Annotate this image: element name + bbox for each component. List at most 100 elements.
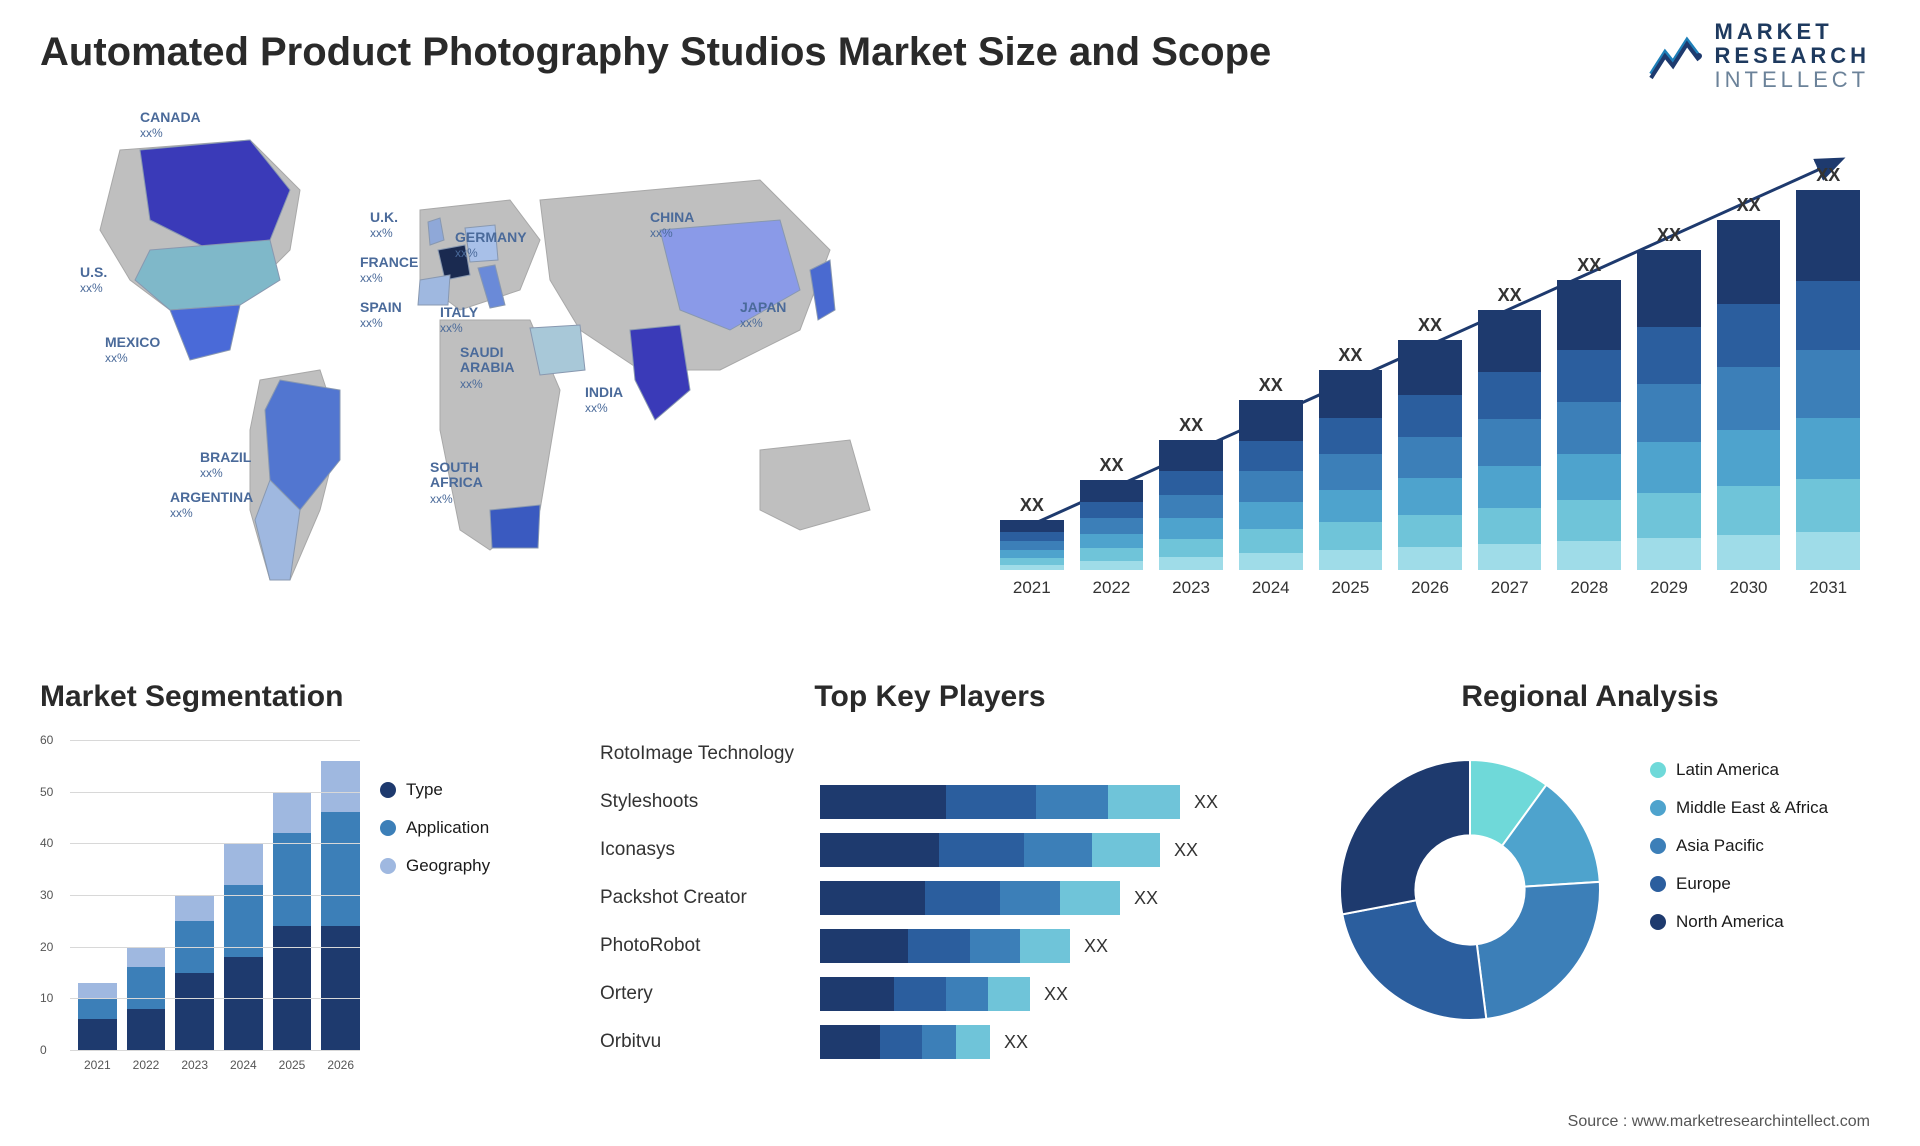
- map-label: MEXICOxx%: [105, 335, 160, 366]
- main-bar-year: 2028: [1570, 578, 1608, 598]
- player-row: PhotoRobotXX: [600, 922, 1260, 970]
- legend-dot: [380, 820, 396, 836]
- legend-dot: [1650, 876, 1666, 892]
- main-bar-value: XX: [1816, 165, 1840, 186]
- seg-gridline: [70, 895, 360, 896]
- map-label: SPAINxx%: [360, 300, 402, 331]
- map-label: CANADAxx%: [140, 110, 201, 141]
- map-label: FRANCExx%: [360, 255, 418, 286]
- seg-ytick: 30: [40, 888, 53, 902]
- legend-label: Geography: [406, 856, 490, 876]
- legend-dot: [380, 782, 396, 798]
- seg-gridline: [70, 740, 360, 741]
- player-value: XX: [1174, 840, 1198, 861]
- legend-dot: [1650, 762, 1666, 778]
- player-name: Iconasys: [600, 839, 820, 861]
- main-bar-year: 2022: [1093, 578, 1131, 598]
- main-bar: XX2023: [1159, 415, 1223, 570]
- map-label: SOUTHAFRICAxx%: [430, 460, 483, 506]
- main-bar: XX2024: [1239, 375, 1303, 570]
- map-label: JAPANxx%: [740, 300, 786, 331]
- legend-item: Asia Pacific: [1650, 836, 1828, 856]
- main-bar: XX2031: [1796, 165, 1860, 570]
- player-row: Packshot CreatorXX: [600, 874, 1260, 922]
- seg-ytick: 40: [40, 836, 53, 850]
- map-label: U.S.xx%: [80, 265, 107, 296]
- seg-xlabel: 2023: [181, 1058, 208, 1072]
- main-bar-value: XX: [1737, 195, 1761, 216]
- seg-bar: 2025: [273, 792, 312, 1050]
- players-title: Top Key Players: [600, 680, 1260, 714]
- legend-item: Application: [380, 818, 490, 838]
- main-bar-year: 2027: [1491, 578, 1529, 598]
- seg-bar: 2021: [78, 983, 117, 1050]
- main-bar-value: XX: [1338, 345, 1362, 366]
- legend-label: North America: [1676, 912, 1784, 932]
- seg-gridline: [70, 843, 360, 844]
- players-list: RotoImage TechnologyStyleshootsXXIconasy…: [600, 730, 1260, 1066]
- main-bar-value: XX: [1179, 415, 1203, 436]
- logo-icon: [1647, 28, 1703, 84]
- main-bar: XX2027: [1478, 285, 1542, 570]
- seg-xlabel: 2025: [279, 1058, 306, 1072]
- main-bar-year: 2026: [1411, 578, 1449, 598]
- legend-item: Latin America: [1650, 760, 1828, 780]
- player-row: Ortery XX: [600, 970, 1260, 1018]
- main-bar-value: XX: [1020, 495, 1044, 516]
- seg-xlabel: 2022: [133, 1058, 160, 1072]
- regional-donut: [1330, 750, 1610, 1030]
- player-value: XX: [1044, 984, 1068, 1005]
- seg-xlabel: 2021: [84, 1058, 111, 1072]
- player-value: XX: [1084, 936, 1108, 957]
- seg-ytick: 0: [40, 1043, 47, 1057]
- main-bar: XX2029: [1637, 225, 1701, 570]
- map-label: INDIAxx%: [585, 385, 623, 416]
- main-bar-value: XX: [1099, 455, 1123, 476]
- legend-item: Type: [380, 780, 490, 800]
- map-india: [630, 325, 690, 420]
- main-bar-value: XX: [1657, 225, 1681, 246]
- seg-ytick: 20: [40, 940, 53, 954]
- player-name: Ortery: [600, 983, 820, 1005]
- donut-slice: [1340, 760, 1470, 914]
- segmentation-title: Market Segmentation: [40, 680, 560, 714]
- player-name: RotoImage Technology: [600, 743, 820, 765]
- seg-gridline: [70, 947, 360, 948]
- main-growth-chart: XX2021XX2022XX2023XX2024XX2025XX2026XX20…: [970, 130, 1870, 610]
- player-bar: [820, 977, 1030, 1011]
- segmentation-chart: 0102030405060 202120222023202420252026: [40, 740, 360, 1080]
- segmentation-legend: Type Application Geography: [380, 780, 490, 894]
- seg-bar: 2026: [321, 761, 360, 1050]
- map-label: ITALYxx%: [440, 305, 478, 336]
- map-japan: [810, 260, 835, 320]
- legend-item: Middle East & Africa: [1650, 798, 1828, 818]
- player-row: OrbitvuXX: [600, 1018, 1260, 1066]
- legend-label: Middle East & Africa: [1676, 798, 1828, 818]
- logo-line1: MARKET: [1715, 20, 1870, 44]
- donut-slice: [1477, 882, 1600, 1019]
- seg-ytick: 50: [40, 785, 53, 799]
- legend-label: Europe: [1676, 874, 1731, 894]
- seg-xlabel: 2024: [230, 1058, 257, 1072]
- regional-legend: Latin America Middle East & Africa Asia Pa…: [1650, 760, 1828, 950]
- main-bar: XX2028: [1557, 255, 1621, 570]
- logo-line2: RESEARCH: [1715, 44, 1870, 68]
- map-southafrica: [490, 505, 540, 548]
- legend-item: North America: [1650, 912, 1828, 932]
- main-bar-value: XX: [1259, 375, 1283, 396]
- legend-label: Asia Pacific: [1676, 836, 1764, 856]
- main-bar-year: 2024: [1252, 578, 1290, 598]
- player-bar: [820, 785, 1180, 819]
- seg-xlabel: 2026: [327, 1058, 354, 1072]
- main-bar: XX2026: [1398, 315, 1462, 570]
- map-label: BRAZILxx%: [200, 450, 251, 481]
- players-section: Top Key Players RotoImage TechnologyStyl…: [600, 680, 1260, 1100]
- regional-title: Regional Analysis: [1310, 680, 1870, 714]
- player-bar: [820, 881, 1120, 915]
- logo-line3: INTELLECT: [1715, 68, 1870, 92]
- player-bar: [820, 1025, 990, 1059]
- player-row: RotoImage Technology: [600, 730, 1260, 778]
- main-bar: XX2022: [1080, 455, 1144, 570]
- seg-ytick: 60: [40, 733, 53, 747]
- legend-item: Geography: [380, 856, 490, 876]
